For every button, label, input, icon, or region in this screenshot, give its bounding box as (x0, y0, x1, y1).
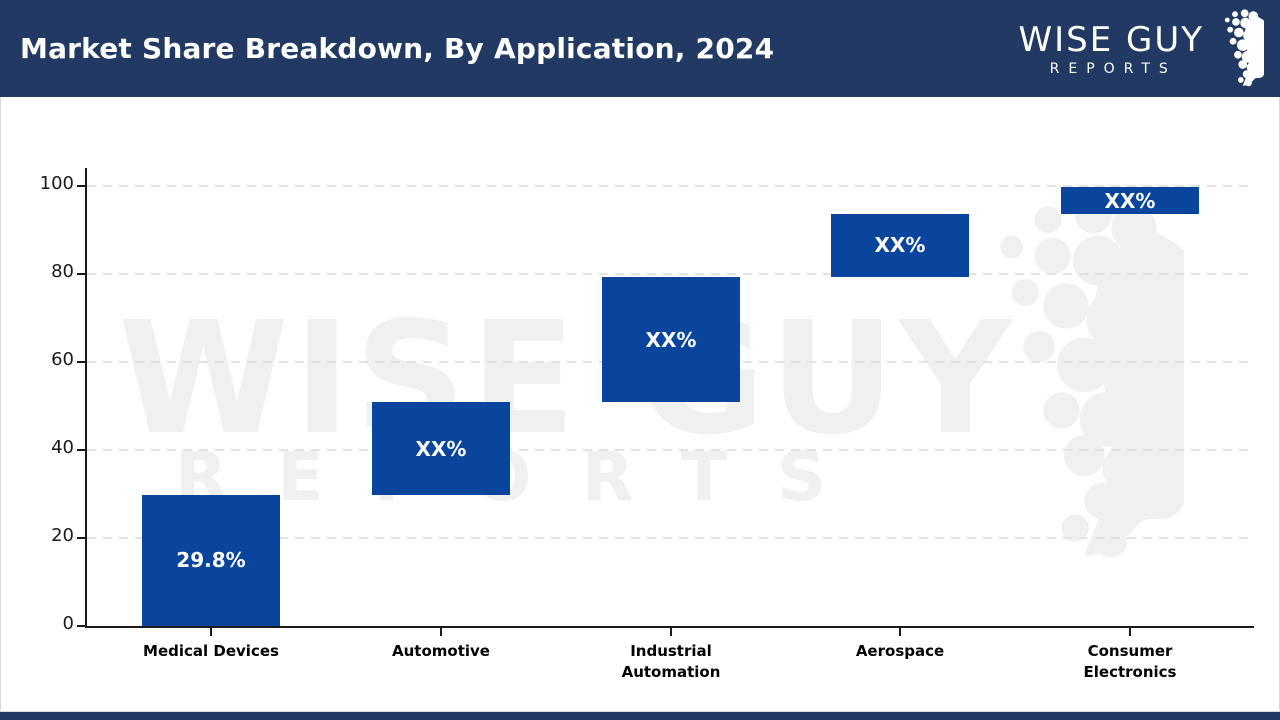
bar-value-label: 29.8% (176, 548, 246, 573)
bar-segment: XX% (602, 276, 740, 403)
y-axis-tick (77, 537, 85, 539)
x-category-label: Consumer Electronics (1083, 642, 1177, 681)
x-category-label: Aerospace (855, 642, 945, 660)
x-axis-tick (1129, 628, 1131, 636)
gridline (87, 185, 1254, 187)
y-axis-tick (77, 449, 85, 451)
logo-face-icon (1224, 8, 1264, 86)
x-category-label: Industrial Automation (621, 642, 721, 681)
y-axis-tick (77, 625, 85, 627)
gridline (87, 449, 1254, 451)
y-axis-tick (77, 273, 85, 275)
x-axis-tick (210, 628, 212, 636)
x-axis-tick (899, 628, 901, 636)
bar-segment: XX% (831, 214, 969, 277)
x-axis-tick (670, 628, 672, 636)
bar-value-label: XX% (874, 233, 926, 258)
y-tick-label: 80 (51, 261, 74, 282)
gridline (87, 537, 1254, 539)
header-bar: Market Share Breakdown, By Application, … (0, 0, 1280, 97)
logo-text: WISE GUY REPORTS (1018, 21, 1204, 77)
y-axis-tick (77, 185, 85, 187)
y-axis-line (85, 168, 87, 627)
logo-wordmark: WISE GUY (1018, 19, 1204, 60)
y-tick-label: 20 (51, 525, 74, 546)
y-axis-tick (77, 361, 85, 363)
footer-bar (0, 712, 1280, 720)
x-axis-tick (440, 628, 442, 636)
gridline (87, 273, 1254, 275)
bar-value-label: XX% (1104, 188, 1156, 213)
bar-value-label: XX% (645, 327, 697, 352)
logo-subtext: REPORTS (1049, 60, 1177, 77)
bar-segment: XX% (1061, 186, 1199, 215)
y-tick-label: 60 (51, 349, 74, 370)
x-category-label: Automotive (392, 642, 490, 660)
x-category-label: Medical Devices (143, 642, 279, 660)
bar-value-label: XX% (415, 436, 467, 461)
page-title: Market Share Breakdown, By Application, … (20, 32, 775, 65)
logo: WISE GUY REPORTS (1018, 8, 1264, 90)
y-tick-label: 40 (51, 437, 74, 458)
bar-segment: XX% (372, 402, 510, 495)
x-axis-line (85, 626, 1254, 628)
y-tick-label: 0 (62, 613, 74, 634)
bar-segment: 29.8% (142, 494, 280, 626)
y-tick-label: 100 (39, 173, 74, 194)
